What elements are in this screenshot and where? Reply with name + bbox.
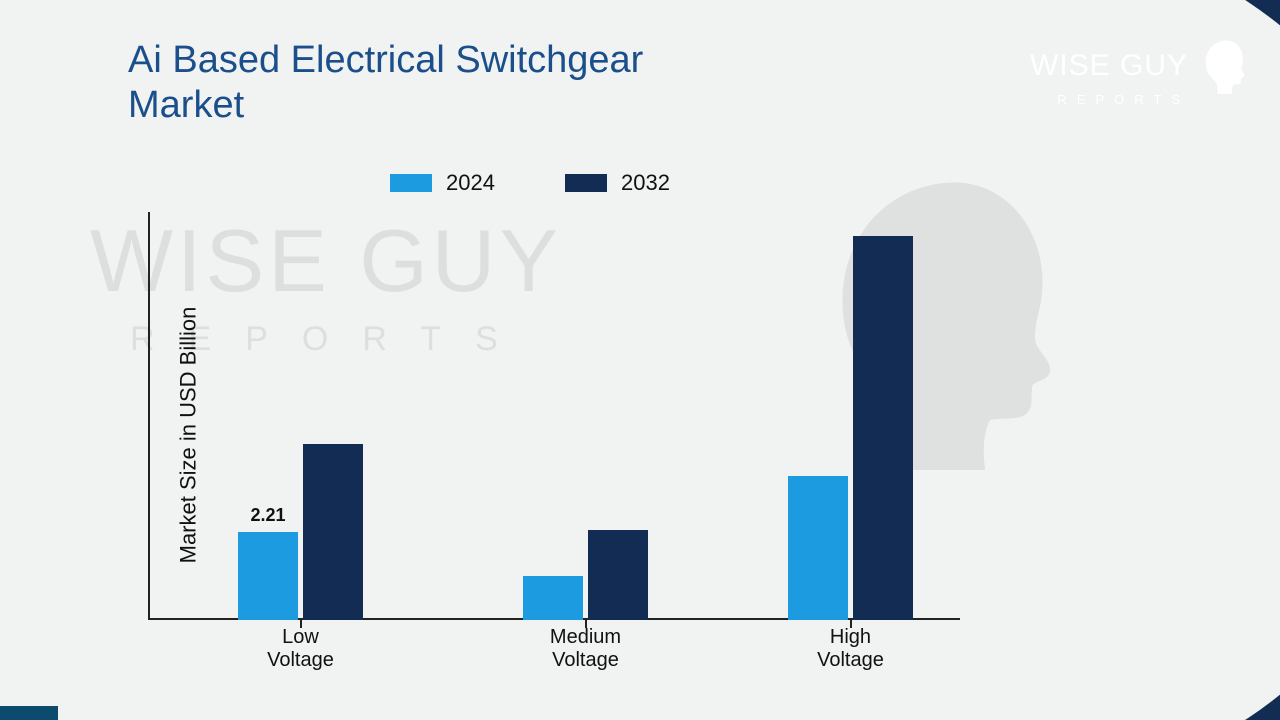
accent-bar: [0, 706, 58, 720]
legend-label-2024: 2024: [446, 170, 495, 196]
chart-title: Ai Based Electrical Switchgear Market: [128, 38, 748, 128]
logo-head-icon: [1194, 38, 1250, 94]
logo-sub-text: REPORTS: [1030, 92, 1250, 107]
bar-group: LowVoltage: [238, 220, 388, 620]
legend-swatch-2024: [390, 174, 432, 192]
bar-chart: Market Size in USD Billion 2024 2032 Low…: [100, 190, 960, 680]
category-label: HighVoltage: [776, 620, 926, 672]
bar: [523, 576, 583, 620]
chart-legend: 2024 2032: [100, 170, 960, 196]
bar: [303, 444, 363, 620]
bar: [853, 236, 913, 620]
legend-item-2024: 2024: [390, 170, 495, 196]
legend-label-2032: 2032: [621, 170, 670, 196]
plot-area: LowVoltage MediumVoltage HighVoltage 2.21: [148, 220, 960, 620]
bar: [238, 532, 298, 620]
page: WISE GUY REPORTS Ai Based Electrical Swi…: [0, 0, 1280, 720]
legend-swatch-2032: [565, 174, 607, 192]
right-panel: [970, 0, 1280, 720]
bar: [788, 476, 848, 620]
logo-main-text: WISE GUY: [1030, 49, 1188, 83]
value-label: 2.21: [250, 505, 285, 526]
y-axis-line: [148, 212, 150, 620]
category-label: LowVoltage: [226, 620, 376, 672]
bar: [588, 530, 648, 620]
bar-group: HighVoltage: [788, 220, 938, 620]
legend-item-2032: 2032: [565, 170, 670, 196]
category-label: MediumVoltage: [511, 620, 661, 672]
brand-logo: WISE GUY REPORTS: [1030, 38, 1250, 107]
bar-group: MediumVoltage: [523, 220, 673, 620]
